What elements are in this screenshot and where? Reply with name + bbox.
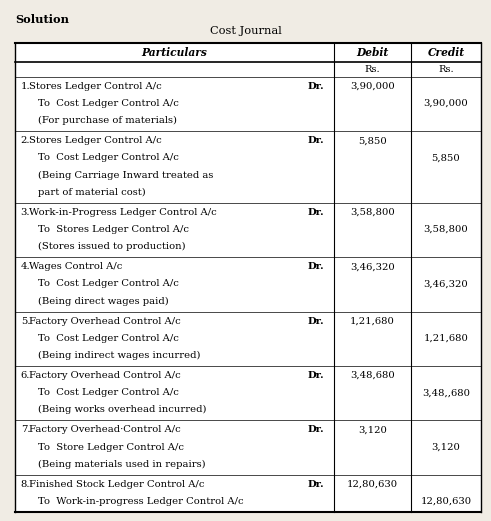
Text: Factory Overhead·Control A/c: Factory Overhead·Control A/c: [29, 425, 181, 435]
Text: Stores Ledger Control A/c: Stores Ledger Control A/c: [29, 82, 162, 91]
Text: To  Cost Ledger Control A/c: To Cost Ledger Control A/c: [38, 154, 179, 163]
Text: Solution: Solution: [15, 14, 69, 25]
Text: 5,850: 5,850: [432, 154, 461, 163]
Text: To  Work-in-progress Ledger Control A/c: To Work-in-progress Ledger Control A/c: [38, 497, 244, 506]
Text: Dr.: Dr.: [307, 262, 324, 271]
Text: Rs.: Rs.: [365, 65, 380, 74]
Text: Dr.: Dr.: [307, 480, 324, 489]
Text: To  Cost Ledger Control A/c: To Cost Ledger Control A/c: [38, 388, 179, 397]
Text: (For purchase of materials): (For purchase of materials): [38, 116, 177, 126]
Text: 4.: 4.: [21, 262, 30, 271]
Text: 5.: 5.: [21, 317, 30, 326]
Text: (Being indirect wages incurred): (Being indirect wages incurred): [38, 351, 201, 360]
Text: Stores Ledger Control A/c: Stores Ledger Control A/c: [29, 137, 162, 145]
Text: 1,21,680: 1,21,680: [424, 334, 468, 343]
Text: To  Stores Ledger Control A/c: To Stores Ledger Control A/c: [38, 225, 189, 234]
Text: 3,48,680: 3,48,680: [350, 371, 395, 380]
Text: (Being materials used in repairs): (Being materials used in repairs): [38, 460, 206, 469]
Text: (Being direct wages paid): (Being direct wages paid): [38, 296, 169, 306]
Text: Particulars: Particulars: [141, 47, 207, 58]
Text: 3,58,800: 3,58,800: [350, 208, 395, 217]
Text: 3,90,000: 3,90,000: [424, 99, 468, 108]
Text: Finished Stock Ledger Control A/c: Finished Stock Ledger Control A/c: [29, 480, 205, 489]
Text: Factory Overhead Control A/c: Factory Overhead Control A/c: [29, 317, 181, 326]
Text: 7.: 7.: [21, 425, 30, 435]
Text: 12,80,630: 12,80,630: [420, 497, 471, 506]
Text: 5,850: 5,850: [358, 137, 387, 145]
Text: Work-in-Progress Ledger Control A/c: Work-in-Progress Ledger Control A/c: [29, 208, 217, 217]
Text: Rs.: Rs.: [438, 65, 454, 74]
Text: (Being works overhead incurred): (Being works overhead incurred): [38, 405, 207, 414]
Text: Dr.: Dr.: [307, 317, 324, 326]
Text: part of material cost): part of material cost): [38, 188, 146, 197]
Text: To  Cost Ledger Control A/c: To Cost Ledger Control A/c: [38, 334, 179, 343]
Text: 2.: 2.: [21, 137, 30, 145]
Text: To  Cost Ledger Control A/c: To Cost Ledger Control A/c: [38, 99, 179, 108]
Text: Dr.: Dr.: [307, 137, 324, 145]
Text: (Stores issued to production): (Stores issued to production): [38, 242, 186, 251]
Text: 1,21,680: 1,21,680: [350, 317, 395, 326]
Text: 8.: 8.: [21, 480, 30, 489]
Text: (Being Carriage Inward treated as: (Being Carriage Inward treated as: [38, 170, 214, 180]
Text: 3,58,800: 3,58,800: [424, 225, 468, 234]
Text: 3,48,,680: 3,48,,680: [422, 388, 470, 397]
Text: Wages Control A/c: Wages Control A/c: [29, 262, 123, 271]
Text: 3,46,320: 3,46,320: [424, 279, 468, 289]
Text: 3,90,000: 3,90,000: [350, 82, 395, 91]
Text: Cost Journal: Cost Journal: [210, 26, 281, 36]
Text: 3.: 3.: [21, 208, 30, 217]
Text: To  Cost Ledger Control A/c: To Cost Ledger Control A/c: [38, 279, 179, 289]
Text: Dr.: Dr.: [307, 208, 324, 217]
Text: 3,120: 3,120: [358, 425, 387, 435]
Text: Dr.: Dr.: [307, 371, 324, 380]
Text: 3,46,320: 3,46,320: [350, 262, 395, 271]
Text: 6.: 6.: [21, 371, 30, 380]
Text: 3,120: 3,120: [432, 442, 461, 452]
Text: Credit: Credit: [428, 47, 464, 58]
Text: 1.: 1.: [21, 82, 30, 91]
Text: Debit: Debit: [356, 47, 388, 58]
Text: Factory Overhead Control A/c: Factory Overhead Control A/c: [29, 371, 181, 380]
Text: 12,80,630: 12,80,630: [347, 480, 398, 489]
Text: To  Store Ledger Control A/c: To Store Ledger Control A/c: [38, 442, 184, 452]
Text: Dr.: Dr.: [307, 425, 324, 435]
Text: Dr.: Dr.: [307, 82, 324, 91]
